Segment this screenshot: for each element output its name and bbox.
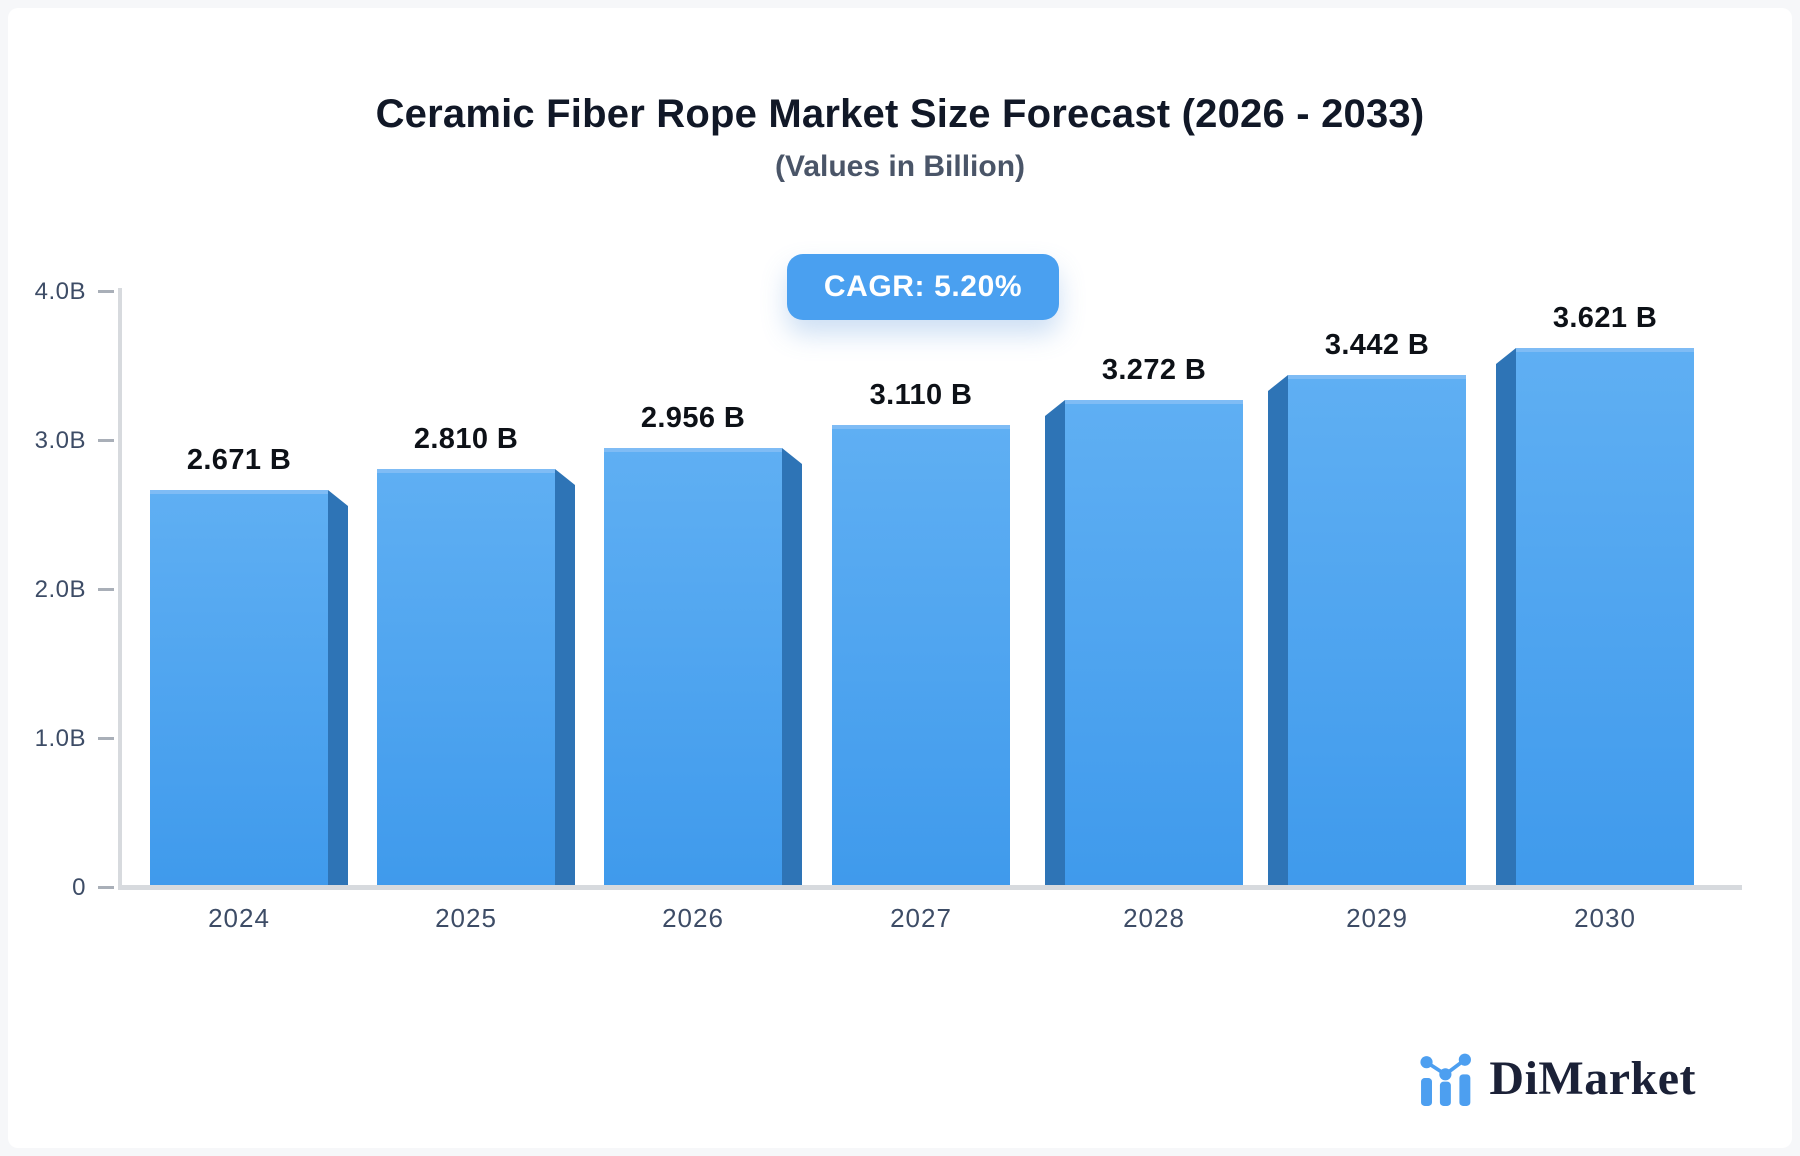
- y-axis-tick: [98, 290, 114, 293]
- bar-2025-side-face: [555, 469, 575, 888]
- bar-value-label-2029: 3.442 B: [1324, 329, 1430, 361]
- chart-title: Ceramic Fiber Rope Market Size Forecast …: [375, 92, 1425, 136]
- y-axis-line: [118, 288, 122, 888]
- y-axis-label: 0: [72, 874, 86, 901]
- x-axis-line: [118, 885, 1742, 890]
- bar-2026-side-face: [782, 448, 802, 888]
- y-axis-label: 2.0B: [34, 576, 86, 603]
- y-axis-tick: [98, 737, 114, 740]
- bar-value-label-2030: 3.621 B: [1552, 302, 1658, 334]
- bar-2027: [832, 425, 1010, 888]
- bar-2030-side-face: [1496, 348, 1516, 888]
- y-axis-label: 4.0B: [34, 278, 86, 305]
- x-axis-label-2024: 2024: [208, 903, 270, 933]
- bar-value-label-2027: 3.110 B: [869, 379, 973, 411]
- y-axis-label: 1.0B: [34, 725, 86, 752]
- dimarket-logo: DiMarket: [1417, 1050, 1696, 1106]
- y-axis-label: 3.0B: [34, 427, 86, 454]
- x-axis-label-2030: 2030: [1574, 903, 1636, 933]
- y-axis-tick: [98, 886, 114, 889]
- bar-value-label-2026: 2.956 B: [640, 402, 746, 434]
- x-axis-label-2025: 2025: [435, 903, 497, 933]
- bar-2029: [1288, 375, 1466, 888]
- x-axis-label-2026: 2026: [662, 903, 724, 933]
- bar-2028: [1065, 400, 1243, 888]
- bar-2026: [604, 448, 782, 888]
- bar-2030: [1516, 348, 1694, 888]
- cagr-badge-label: CAGR: 5.20%: [823, 270, 1023, 303]
- y-axis-tick: [98, 439, 114, 442]
- bar-chart-sparkline-icon: [1420, 1053, 1472, 1106]
- bar-2029-side-face: [1268, 375, 1288, 888]
- x-axis-label-2029: 2029: [1346, 903, 1408, 933]
- bar-2028-side-face: [1045, 400, 1065, 888]
- cagr-badge: CAGR: 5.20%: [787, 254, 1059, 320]
- bar-value-label-2024: 2.671 B: [186, 444, 292, 476]
- logo-text: DiMarket: [1489, 1051, 1696, 1105]
- bar-2024: [150, 490, 328, 888]
- x-axis-label-2027: 2027: [890, 903, 952, 933]
- bar-value-label-2025: 2.810 B: [413, 423, 519, 455]
- x-axis-label-2028: 2028: [1123, 903, 1185, 933]
- bar-2024-side-face: [328, 490, 348, 888]
- chart-subtitle: (Values in Billion): [774, 150, 1026, 183]
- y-axis-tick: [98, 588, 114, 591]
- bar-value-label-2028: 3.272 B: [1101, 354, 1207, 386]
- bar-2025: [377, 469, 555, 888]
